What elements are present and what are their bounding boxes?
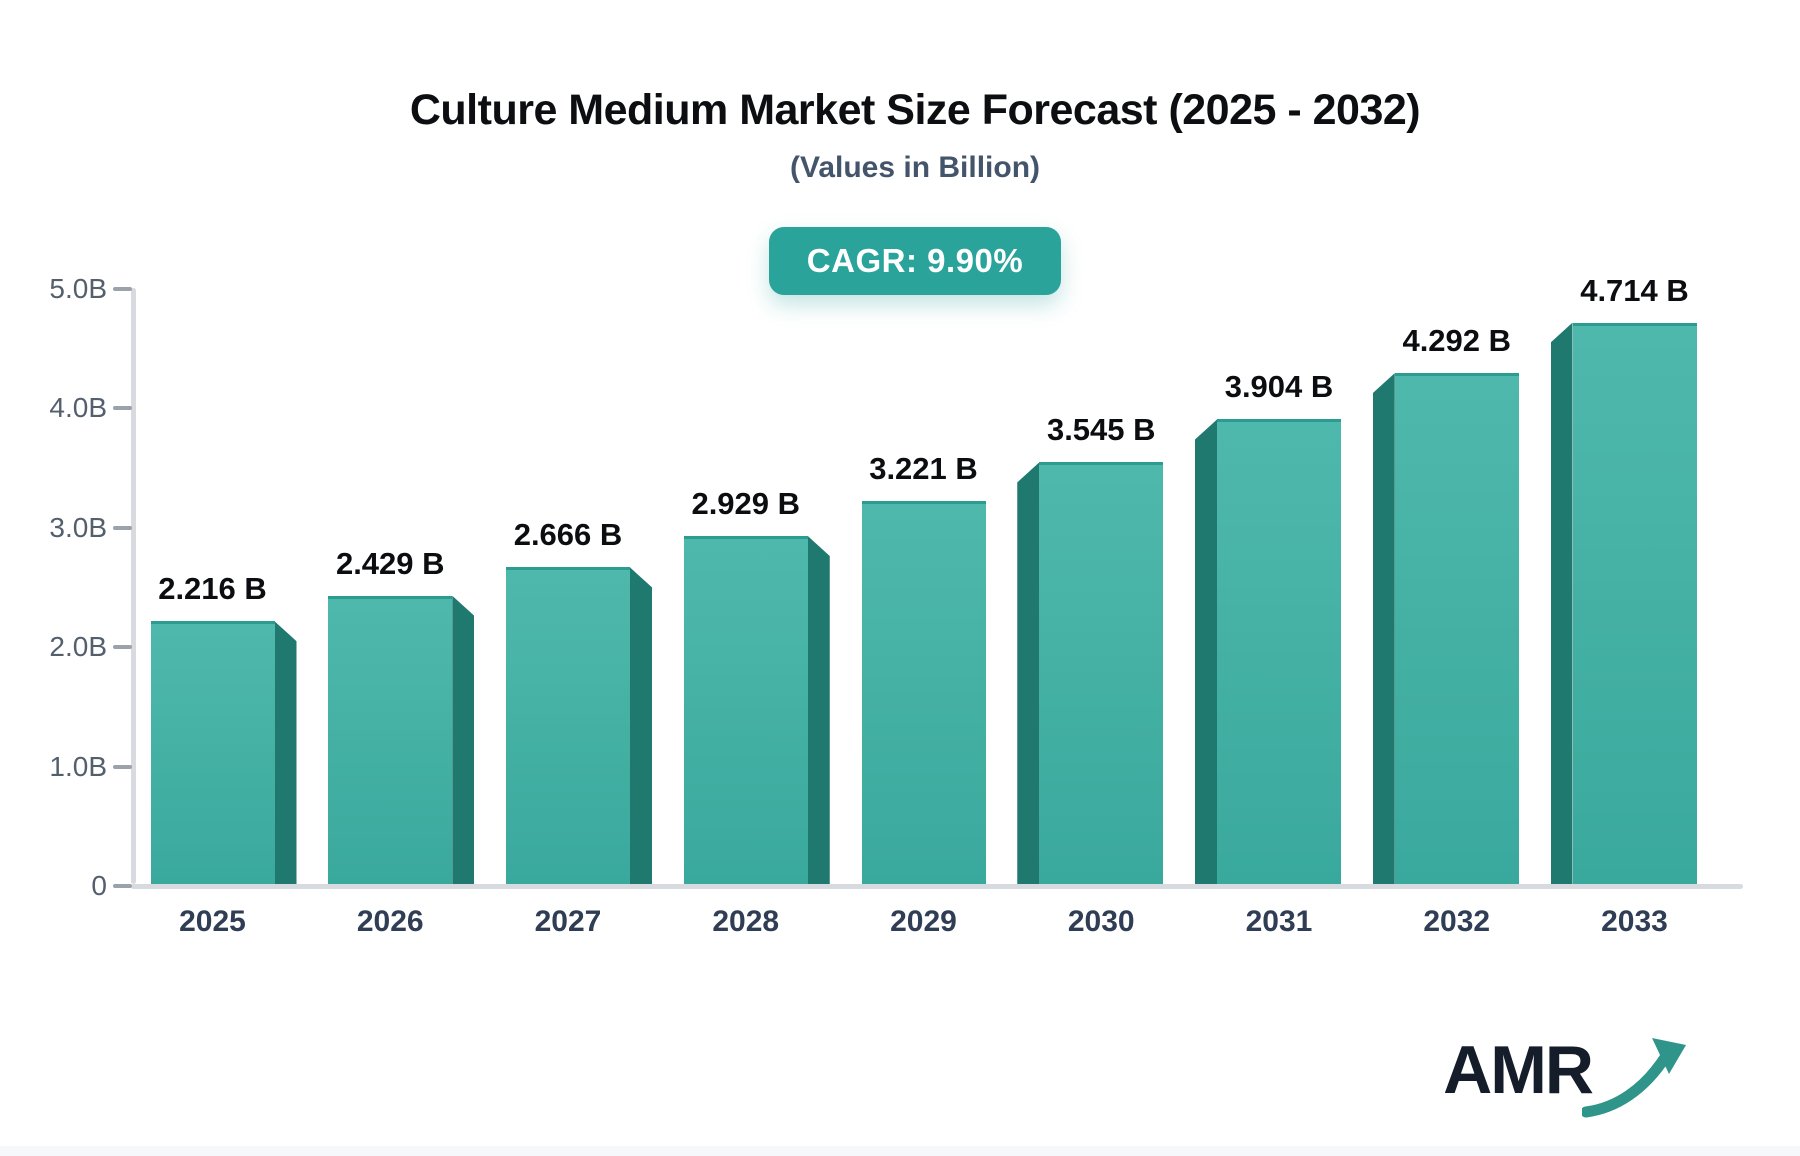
bar-2030 xyxy=(1039,462,1164,884)
y-tick-mark xyxy=(113,645,132,649)
bar-2033 xyxy=(1572,322,1697,884)
chart-subtitle: (Values in Billion) xyxy=(789,151,1041,184)
x-axis-year-label: 2027 xyxy=(534,905,602,938)
y-tick-label: 4.0B xyxy=(49,392,107,423)
bar-value-label: 3.904 B xyxy=(1224,369,1334,405)
bar-2028 xyxy=(683,535,808,884)
x-axis-year-label: 2031 xyxy=(1245,905,1313,938)
bar-2026 xyxy=(328,595,453,884)
bar-3d-side xyxy=(1195,419,1217,884)
cagr-badge: CAGR: 9.90% xyxy=(768,227,1062,295)
growth-arrow-icon xyxy=(1582,1038,1686,1118)
bar-value-label: 3.221 B xyxy=(869,451,978,487)
x-axis-year-label: 2028 xyxy=(712,905,780,938)
y-tick-mark xyxy=(113,525,132,530)
amr-logo-text: AMR xyxy=(1443,1032,1594,1108)
y-tick-label: 1.0B xyxy=(49,750,107,782)
x-axis-year-label: 2032 xyxy=(1423,905,1491,938)
bar-value-label: 2.666 B xyxy=(513,517,623,553)
bar-3d-side xyxy=(807,535,830,884)
y-axis-line xyxy=(131,288,136,884)
x-axis-year-label: 2029 xyxy=(890,905,957,938)
y-tick-mark xyxy=(113,406,132,410)
chart-header: Culture Medium Market Size Forecast (202… xyxy=(30,86,1800,295)
bar-2029 xyxy=(861,501,986,884)
bar-2025 xyxy=(150,621,275,884)
y-tick-label: 3.0B xyxy=(49,511,107,543)
y-tick-label: 5.0B xyxy=(49,272,107,304)
bar-3d-side xyxy=(1550,322,1573,884)
bar-2027 xyxy=(506,567,630,884)
bottom-strip xyxy=(0,1146,1800,1156)
bar-value-label: 4.292 B xyxy=(1402,323,1512,359)
y-tick-label: 2.0B xyxy=(49,631,107,662)
bar-value-label: 4.714 B xyxy=(1580,272,1689,308)
y-tick-mark xyxy=(113,764,132,769)
bar-2032 xyxy=(1394,373,1519,884)
bar-3d-side xyxy=(274,621,297,884)
bar-value-label: 2.929 B xyxy=(691,485,801,521)
bar-2031 xyxy=(1217,419,1341,884)
bar-3d-side xyxy=(452,595,475,884)
bar-3d-side xyxy=(1372,373,1395,884)
x-axis-year-label: 2025 xyxy=(179,905,246,938)
bar-value-label: 3.545 B xyxy=(1046,412,1156,448)
bar-3d-side xyxy=(630,567,652,884)
bar-value-label: 2.429 B xyxy=(335,545,445,581)
x-axis-year-label: 2033 xyxy=(1601,905,1668,938)
x-axis-year-label: 2030 xyxy=(1067,905,1135,938)
amr-logo: AMR xyxy=(1443,1032,1692,1118)
x-axis-baseline xyxy=(131,884,1743,889)
y-tick-mark xyxy=(113,884,132,888)
chart-title: Culture Medium Market Size Forecast (202… xyxy=(409,86,1421,134)
x-axis-year-label: 2026 xyxy=(356,905,424,938)
bar-value-label: 2.216 B xyxy=(158,571,267,607)
y-tick-mark xyxy=(113,286,132,291)
bar-3d-side xyxy=(1017,462,1040,884)
y-tick-label: 0 xyxy=(91,870,107,901)
